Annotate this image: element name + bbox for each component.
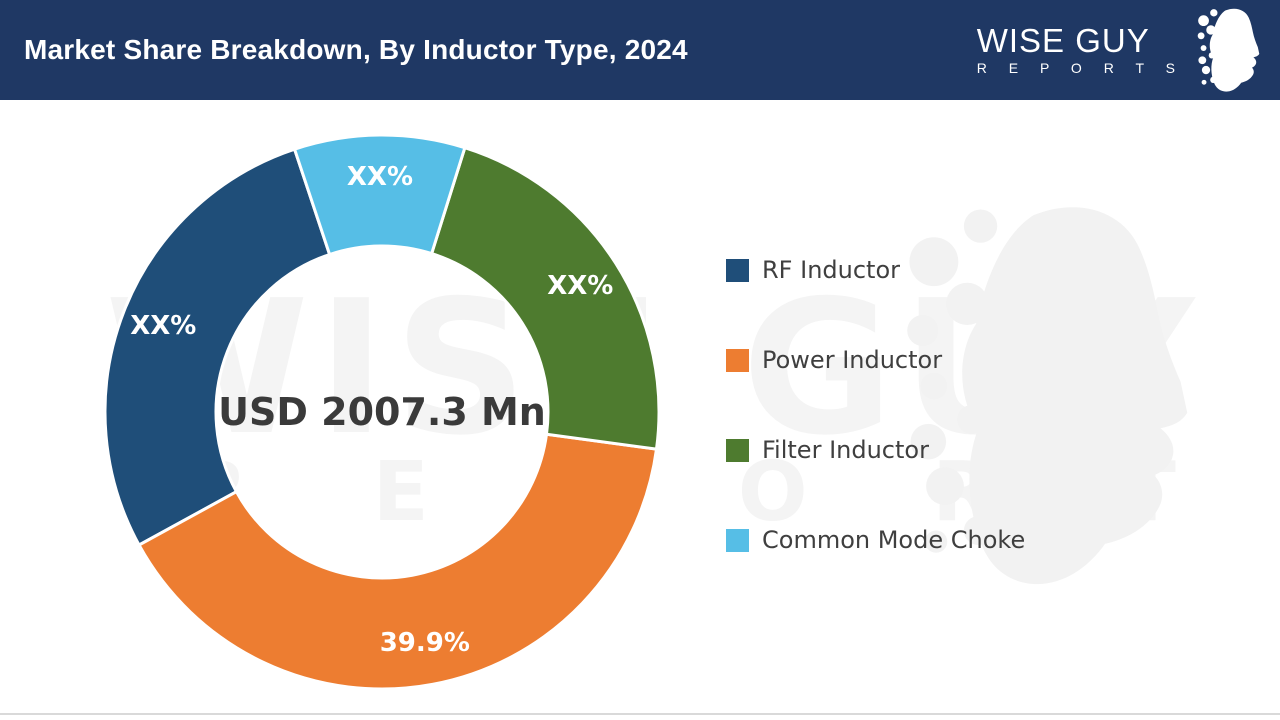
logo-head-icon <box>1197 8 1260 92</box>
slice-value-label-power-inductor: 39.9% <box>379 628 470 659</box>
pie-slice-filter-inductor <box>429 145 661 451</box>
wise-guy-reports-logo: WISE GUY R E P O R T S <box>977 6 1280 94</box>
donut-chart <box>103 133 661 691</box>
slice-value-label-common-mode-choke: XX% <box>346 162 414 192</box>
legend-label-filter-inductor: Filter Inductor <box>762 436 929 464</box>
slice-value-label-rf-inductor: XX% <box>130 311 197 342</box>
legend-label-common-mode-choke: Common Mode Choke <box>762 526 1026 554</box>
bottom-divider <box>0 713 1280 715</box>
legend-swatch-filter-inductor <box>726 438 749 462</box>
logo-text: WISE GUY R E P O R T S <box>976 21 1184 77</box>
page-title: Market Share Breakdown, By Inductor Type… <box>24 34 688 65</box>
header-bar: Market Share Breakdown, By Inductor Type… <box>0 0 1280 100</box>
legend-swatch-rf-inductor <box>726 258 749 282</box>
legend-label-power-inductor: Power Inductor <box>762 346 943 374</box>
chart-center-value: USD 2007.3 Mn <box>218 390 546 434</box>
pie-slice-common-mode-choke <box>292 133 467 257</box>
logo-subtitle: R E P O R T S <box>976 60 1184 77</box>
legend-item-common-mode-choke: Common Mode Choke <box>726 518 1025 562</box>
legend-label-rf-inductor: RF Inductor <box>762 256 900 284</box>
pie-slice-power-inductor <box>136 432 659 691</box>
slice-value-label-filter-inductor: XX% <box>547 270 614 301</box>
legend-swatch-power-inductor <box>726 348 749 372</box>
legend-swatch-common-mode-choke <box>726 528 749 552</box>
pie-slice-rf-inductor <box>103 147 332 548</box>
legend-item-power-inductor: Power Inductor <box>726 338 942 382</box>
logo-wordmark: WISE GUY <box>976 21 1150 59</box>
legend-item-filter-inductor: Filter Inductor <box>726 428 929 472</box>
legend-item-rf-inductor: RF Inductor <box>726 248 900 292</box>
